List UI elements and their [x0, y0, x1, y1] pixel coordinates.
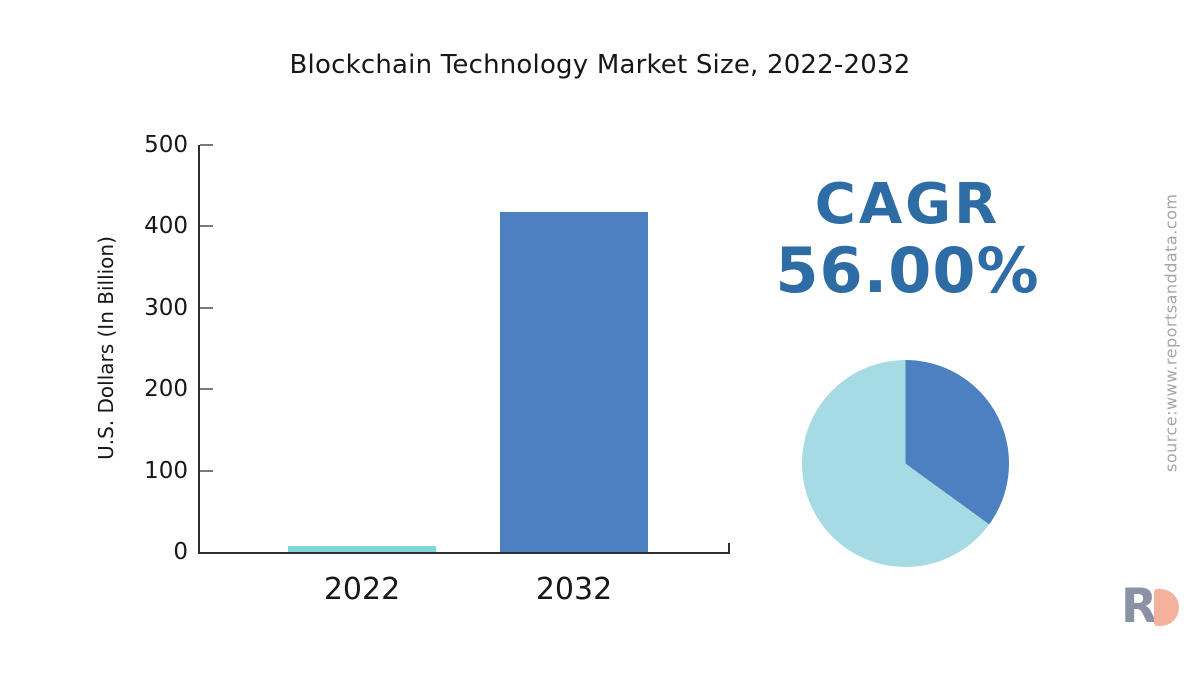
y-tick-mark: [200, 144, 213, 146]
y-tick-mark: [200, 306, 213, 309]
bar-2032: [500, 211, 648, 552]
cagr-value: 56.00%: [775, 233, 1040, 307]
x-axis-end-tick: [728, 543, 730, 552]
y-tick-mark: [200, 225, 213, 228]
y-tick-label: 400: [144, 213, 188, 240]
chart-title: Blockchain Technology Market Size, 2022-…: [289, 50, 911, 80]
y-tick-label: 500: [144, 132, 188, 158]
cagr-label: CAGR: [814, 172, 1001, 237]
y-axis-title: U.S. Dollars (In Billion): [94, 236, 118, 460]
y-tick-mark: [200, 469, 213, 472]
brand-logo: R: [1121, 579, 1180, 634]
logo-d-shape-icon: [1154, 588, 1180, 626]
y-tick-label: 200: [144, 376, 188, 403]
x-tick-label-2032: 2032: [535, 572, 613, 607]
y-tick-mark: [200, 388, 213, 391]
pie-chart: [802, 360, 1009, 567]
logo-letter-r: R: [1121, 579, 1158, 634]
y-tick-label: 100: [144, 457, 188, 484]
y-tick-label: 300: [144, 294, 188, 321]
source-note: source:www.reportsanddata.com: [1161, 193, 1181, 473]
bar-2022: [288, 546, 436, 552]
plot-area: 0 100 200 300 400 500 2022 2032: [144, 132, 730, 607]
y-tick-label: 0: [173, 539, 188, 565]
x-tick-label-2022: 2022: [323, 572, 401, 607]
cagr-block: CAGR 56.00%: [770, 172, 1045, 307]
